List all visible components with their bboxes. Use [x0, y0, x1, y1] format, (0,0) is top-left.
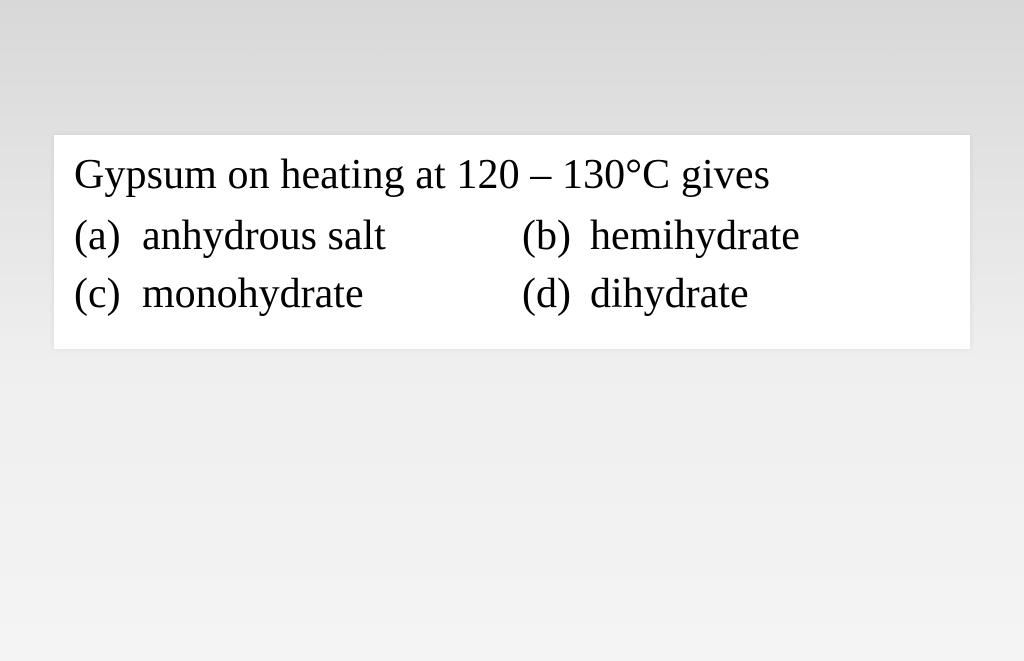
option-d: (d) dihydrate	[522, 266, 952, 323]
option-a: (a) anhydrous salt	[74, 208, 504, 265]
option-b: (b) hemihydrate	[522, 208, 952, 265]
option-label: (c)	[74, 266, 142, 323]
option-text: anhydrous salt	[142, 208, 386, 265]
option-text: monohydrate	[142, 266, 364, 323]
option-text: dihydrate	[590, 266, 749, 323]
option-text: hemihydrate	[590, 208, 800, 265]
option-label: (d)	[522, 266, 590, 323]
option-c: (c) monohydrate	[74, 266, 504, 323]
question-text: Gypsum on heating at 120 – 130°C gives	[74, 149, 952, 202]
option-label: (b)	[522, 208, 590, 265]
options-grid: (a) anhydrous salt (b) hemihydrate (c) m…	[74, 208, 952, 323]
question-card: Gypsum on heating at 120 – 130°C gives (…	[54, 135, 970, 349]
option-label: (a)	[74, 208, 142, 265]
